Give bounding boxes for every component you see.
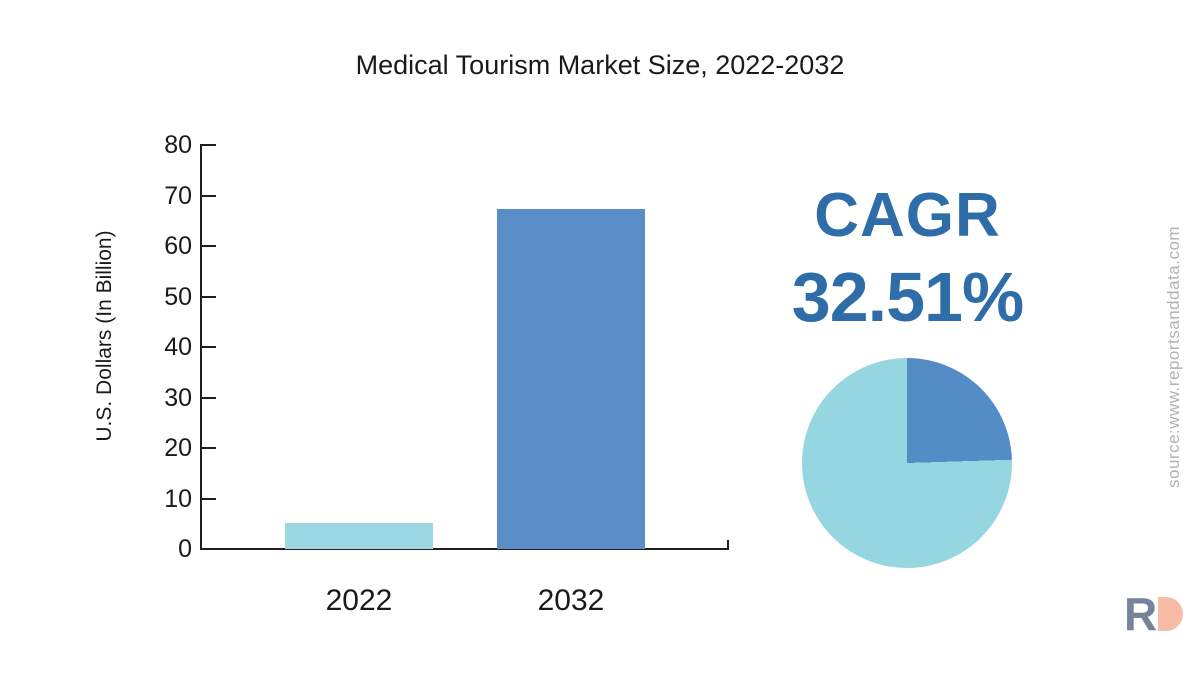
y-tick-mark bbox=[202, 295, 216, 298]
pie-chart bbox=[802, 358, 1012, 568]
y-axis-label: U.S. Dollars (In Billion) bbox=[93, 230, 116, 442]
y-tick-label: 40 bbox=[164, 333, 192, 361]
y-tick-mark bbox=[202, 346, 216, 348]
y-tick-mark bbox=[202, 144, 216, 146]
y-tick-label: 50 bbox=[164, 282, 192, 311]
x-axis bbox=[200, 548, 729, 550]
logo-letter-r-icon: R bbox=[1124, 588, 1158, 640]
bar-2032 bbox=[497, 209, 645, 549]
x-category-label: 2032 bbox=[537, 584, 605, 617]
source-note: source:www.reportsanddata.com bbox=[1164, 225, 1183, 488]
y-tick-label: 10 bbox=[164, 484, 192, 513]
y-tick-mark bbox=[202, 447, 216, 449]
y-tick-label: 70 bbox=[164, 181, 192, 210]
y-tick-mark bbox=[202, 548, 216, 550]
y-tick-mark bbox=[202, 245, 216, 247]
y-axis bbox=[200, 144, 202, 550]
y-tick-mark bbox=[202, 194, 216, 197]
x-axis-end-tick bbox=[727, 540, 729, 548]
y-tick-mark bbox=[202, 396, 216, 399]
bar-2022 bbox=[285, 523, 433, 549]
x-category-label: 2022 bbox=[325, 584, 393, 617]
y-tick-label: 0 bbox=[178, 535, 192, 563]
y-tick-label: 30 bbox=[164, 383, 192, 412]
cagr-label: CAGR bbox=[814, 181, 1001, 250]
y-tick-label: 20 bbox=[164, 434, 192, 462]
brand-logo: R bbox=[1124, 588, 1184, 640]
logo-d-icon bbox=[1158, 597, 1184, 631]
y-tick-label: 80 bbox=[164, 131, 192, 159]
cagr-value: 32.51% bbox=[791, 258, 1024, 336]
chart-title: Medical Tourism Market Size, 2022-2032 bbox=[355, 50, 845, 80]
y-tick-mark bbox=[202, 497, 216, 500]
y-tick-label: 60 bbox=[164, 232, 192, 260]
